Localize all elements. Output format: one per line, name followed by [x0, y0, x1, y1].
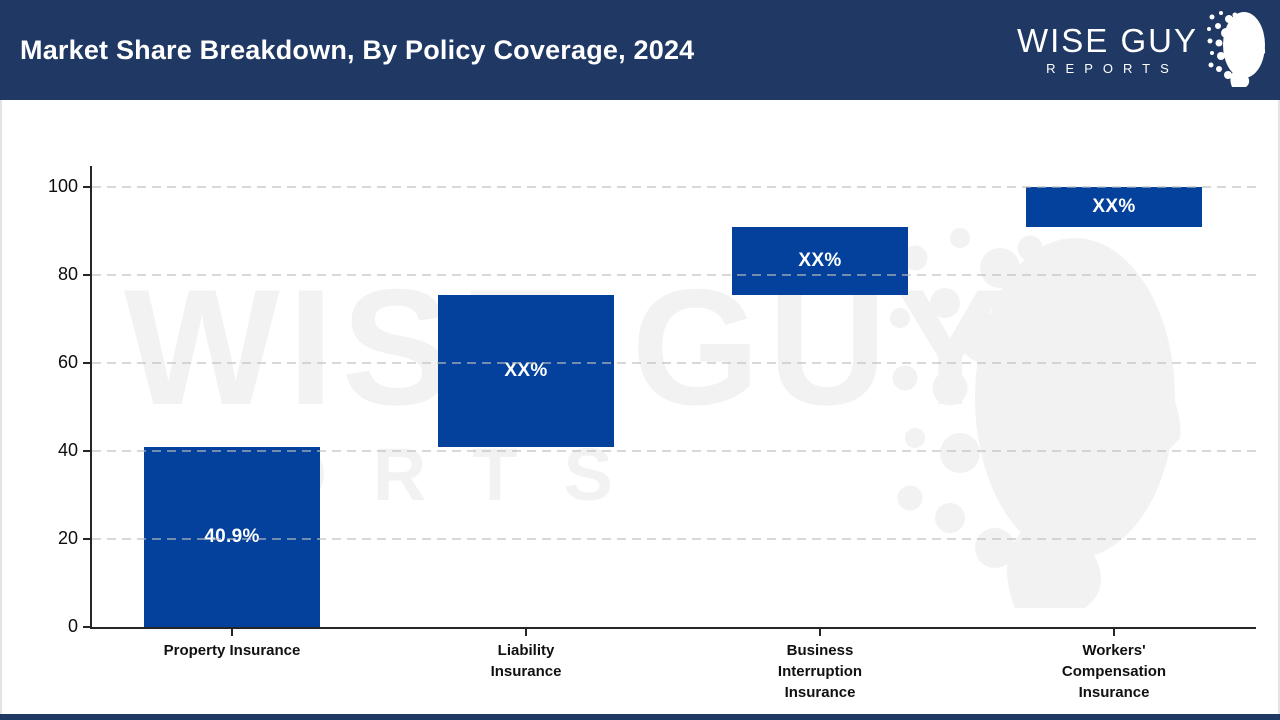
y-tick-label: 0: [67, 616, 78, 636]
x-tick-mark: [525, 629, 527, 636]
x-axis-line: [90, 627, 1256, 629]
brand-logo: WISE GUY REPORTS: [1017, 7, 1266, 94]
category-label: Workers' Compensation Insurance: [999, 640, 1229, 703]
y-axis-line: [90, 166, 92, 629]
waterfall-plot: 0 20 40 60 80 100 40.9% XX% XX% XX% Property Insur…: [2, 100, 1278, 714]
footer-bar: [0, 714, 1280, 720]
y-tick-label: 40: [57, 440, 78, 460]
gridline-60: [92, 362, 1256, 364]
bar-value-label: XX%: [1092, 196, 1136, 218]
category-label-line: Interruption: [777, 663, 863, 680]
x-tick-mark: [819, 629, 821, 636]
y-tick-mark-80: [83, 274, 91, 276]
y-tick-mark-60: [83, 362, 91, 364]
header-bar: Market Share Breakdown, By Policy Covera…: [0, 0, 1280, 100]
page-title: Market Share Breakdown, By Policy Covera…: [20, 34, 695, 65]
bar-segment: 40.9%: [144, 447, 320, 627]
category-label: Property Insurance: [117, 640, 347, 661]
gridline-40: [92, 450, 1256, 452]
category-label-line: Workers': [1082, 642, 1146, 659]
category-label-line: Property Insurance: [163, 642, 301, 659]
bar-value-label: XX%: [504, 359, 548, 381]
category-label-line: Insurance: [1078, 684, 1150, 701]
gridline-80: [92, 274, 1256, 276]
y-tick-mark-100: [83, 186, 91, 188]
brand-subname: REPORTS: [1046, 61, 1179, 76]
bar-segment: XX%: [1026, 187, 1202, 228]
watermark-face-icon: [850, 208, 1200, 623]
category-label-line: Compensation: [1061, 663, 1167, 680]
wiseguy-face-icon: [1202, 7, 1266, 94]
gridline-100: [92, 186, 1256, 188]
brand-name: WISE GUY: [1016, 22, 1198, 59]
category-label: Business Interruption Insurance: [705, 640, 935, 703]
y-tick-label: 80: [57, 264, 78, 284]
brand-wordmark: WISE GUY REPORTS: [1017, 24, 1198, 76]
category-label-line: Liability: [497, 642, 555, 659]
category-label-line: Insurance: [784, 684, 856, 701]
bar-value-label: XX%: [798, 249, 842, 271]
x-tick-mark: [1113, 629, 1115, 636]
category-label: Liability Insurance: [411, 640, 641, 682]
bar-segment: XX%: [438, 294, 614, 448]
chart-area: WISE GUY PORTS: [0, 100, 1280, 714]
bar-segment: XX%: [732, 227, 908, 295]
category-label-line: Business: [786, 642, 854, 659]
x-tick-mark: [231, 629, 233, 636]
gridline-20: [92, 538, 1256, 540]
y-tick-mark-40: [83, 450, 91, 452]
bar-value-label: 40.9%: [204, 526, 260, 547]
category-label-line: Insurance: [490, 663, 562, 680]
y-tick-label: 20: [57, 528, 78, 548]
y-tick-label: 60: [57, 352, 78, 372]
y-tick-mark-0: [83, 626, 91, 628]
y-tick-label: 100: [47, 176, 78, 196]
y-tick-mark-20: [83, 538, 91, 540]
